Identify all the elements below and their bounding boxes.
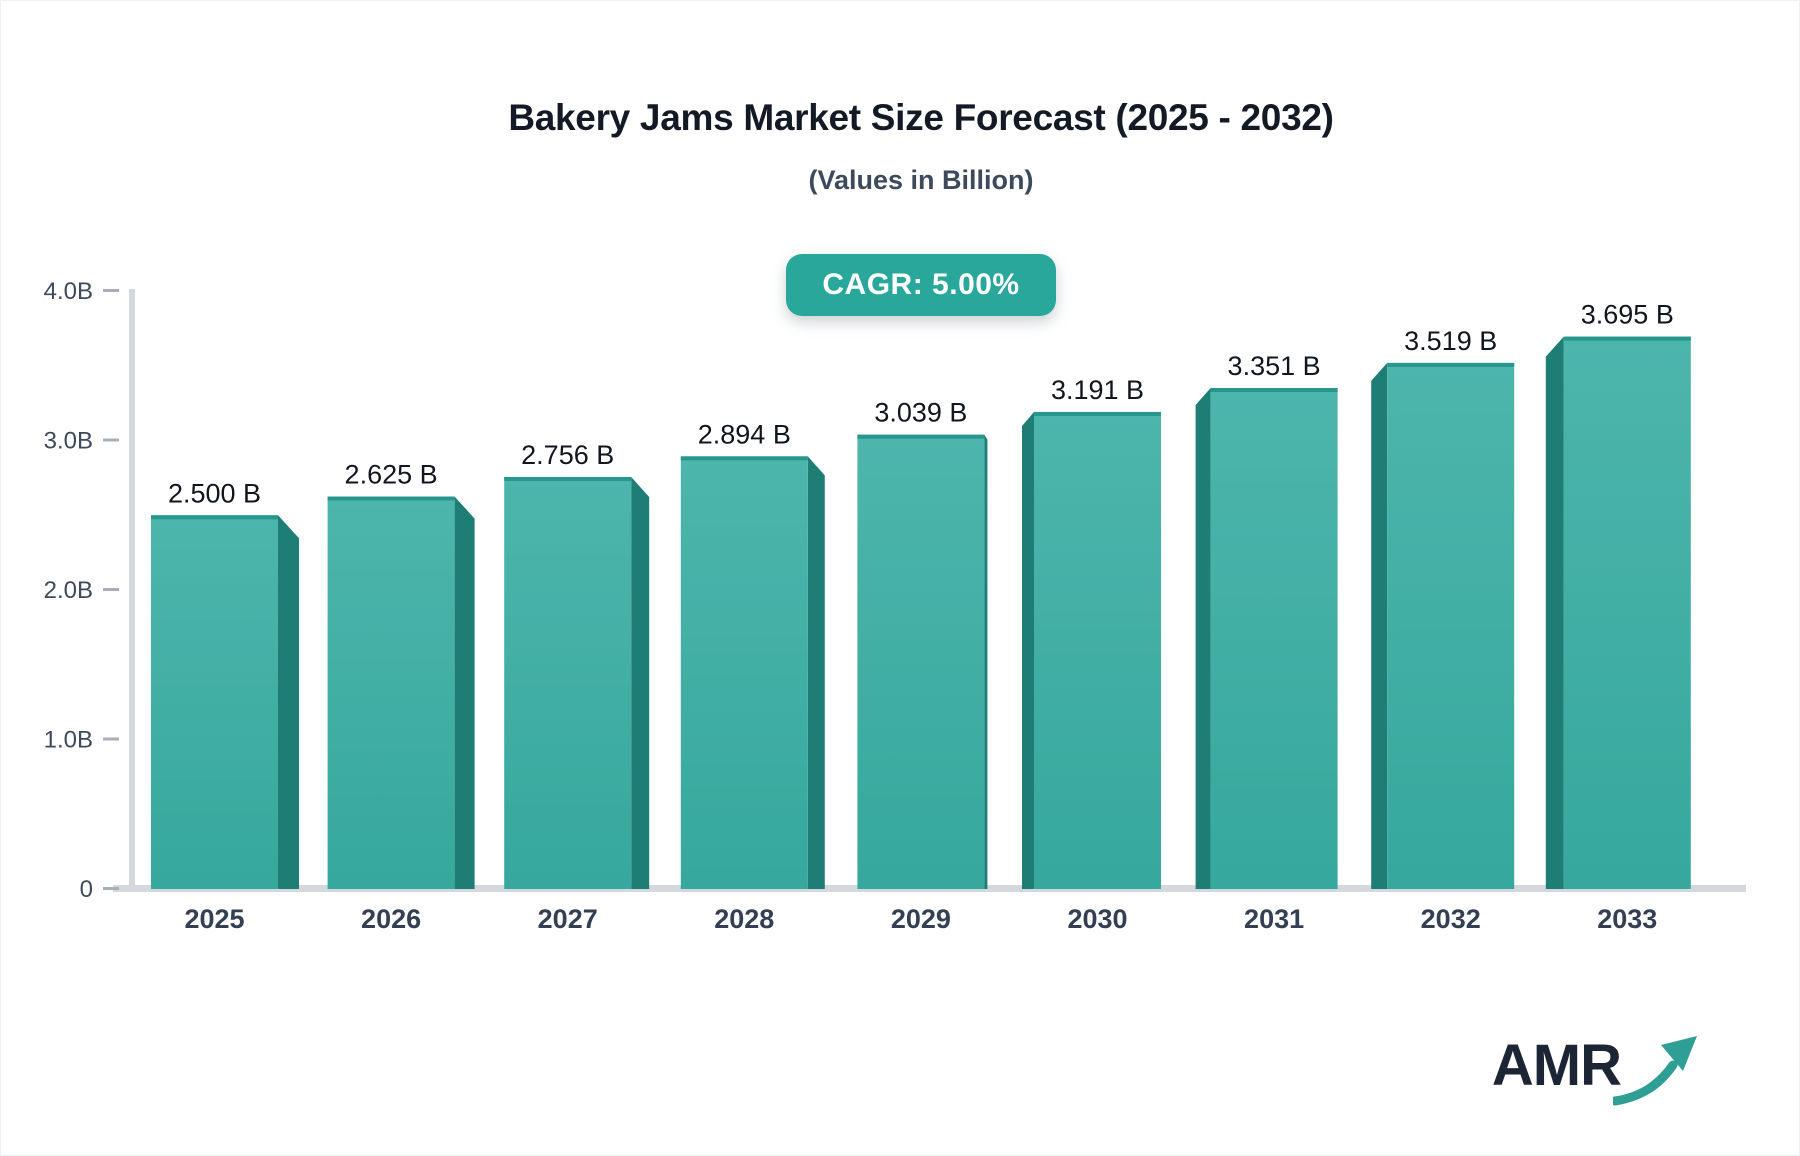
bar-2025	[151, 515, 278, 889]
bar-side-face	[1195, 388, 1211, 889]
y-tick	[103, 887, 119, 890]
bar-value-label: 3.191 B	[1051, 375, 1144, 405]
y-tick-label: 4.0B	[44, 278, 93, 305]
x-axis-label: 2030	[1067, 904, 1127, 934]
y-tick	[103, 588, 119, 591]
y-tick-label: 0	[80, 876, 93, 903]
bar-value-label: 2.500 B	[168, 478, 261, 508]
bar-2032	[1387, 362, 1515, 889]
bar-side-face	[631, 476, 650, 889]
bar-2028	[680, 456, 808, 889]
y-tick-label: 3.0B	[44, 428, 93, 455]
x-axis-label: 2033	[1597, 904, 1657, 934]
brand-logo: AMR	[1492, 1031, 1699, 1107]
bar-side-face	[454, 496, 475, 889]
bar-top-edge	[1563, 336, 1691, 341]
cagr-badge: CAGR: 5.00%	[786, 254, 1056, 316]
bar-value-label: 2.625 B	[345, 460, 438, 490]
bar-top-edge	[857, 434, 985, 439]
bar-2031	[1210, 388, 1338, 889]
page-subtitle: (Values in Billion)	[808, 165, 1034, 195]
bar-side-face	[1371, 362, 1388, 889]
bar-top-edge	[1387, 362, 1515, 367]
bar-value-label: 2.756 B	[521, 440, 614, 470]
bar-value-label: 3.519 B	[1404, 326, 1497, 356]
trending-up-arrow-icon	[1613, 1036, 1697, 1106]
y-tick	[103, 438, 119, 442]
y-tick	[103, 737, 119, 741]
bar-value-label: 3.351 B	[1228, 351, 1321, 381]
bar-side-face	[1545, 336, 1564, 889]
y-tick	[103, 289, 119, 292]
x-axis-label: 2025	[184, 904, 244, 934]
bar-value-label: 3.039 B	[874, 398, 967, 428]
bar-side-face	[984, 434, 988, 889]
bar-top-edge	[1034, 411, 1161, 416]
x-axis-label: 2026	[361, 904, 421, 934]
y-axis-line	[129, 289, 135, 889]
bar-top-edge	[680, 456, 808, 461]
brand-logo-text: AMR	[1491, 1033, 1622, 1098]
x-axis-label: 2031	[1244, 904, 1304, 934]
bar-value-label: 2.894 B	[698, 419, 791, 449]
bar-top-edge	[504, 476, 632, 481]
bar-side-face	[807, 456, 825, 889]
bar-side-face	[1022, 411, 1034, 889]
bar-side-face	[278, 515, 299, 889]
bar-2033	[1563, 336, 1691, 889]
y-tick-label: 1.0B	[44, 727, 93, 754]
bar-2027	[504, 476, 632, 889]
cagr-badge-row: CAGR: 5.00%	[41, 254, 1799, 316]
bar-top-edge	[151, 515, 278, 520]
bar-top-edge	[327, 496, 455, 501]
bar-value-label: 3.695 B	[1581, 300, 1674, 330]
x-axis-label: 2028	[714, 904, 774, 934]
y-tick-label: 2.0B	[44, 577, 93, 604]
bar-2029	[857, 434, 985, 889]
bar-top-edge	[1210, 388, 1338, 393]
page-title: Bakery Jams Market Size Forecast (2025 -…	[508, 97, 1334, 138]
x-axis-label: 2032	[1421, 904, 1481, 934]
x-axis-label: 2029	[891, 904, 951, 934]
bar-2026	[327, 496, 455, 889]
x-axis-label: 2027	[538, 904, 598, 934]
bar-2030	[1034, 411, 1161, 889]
